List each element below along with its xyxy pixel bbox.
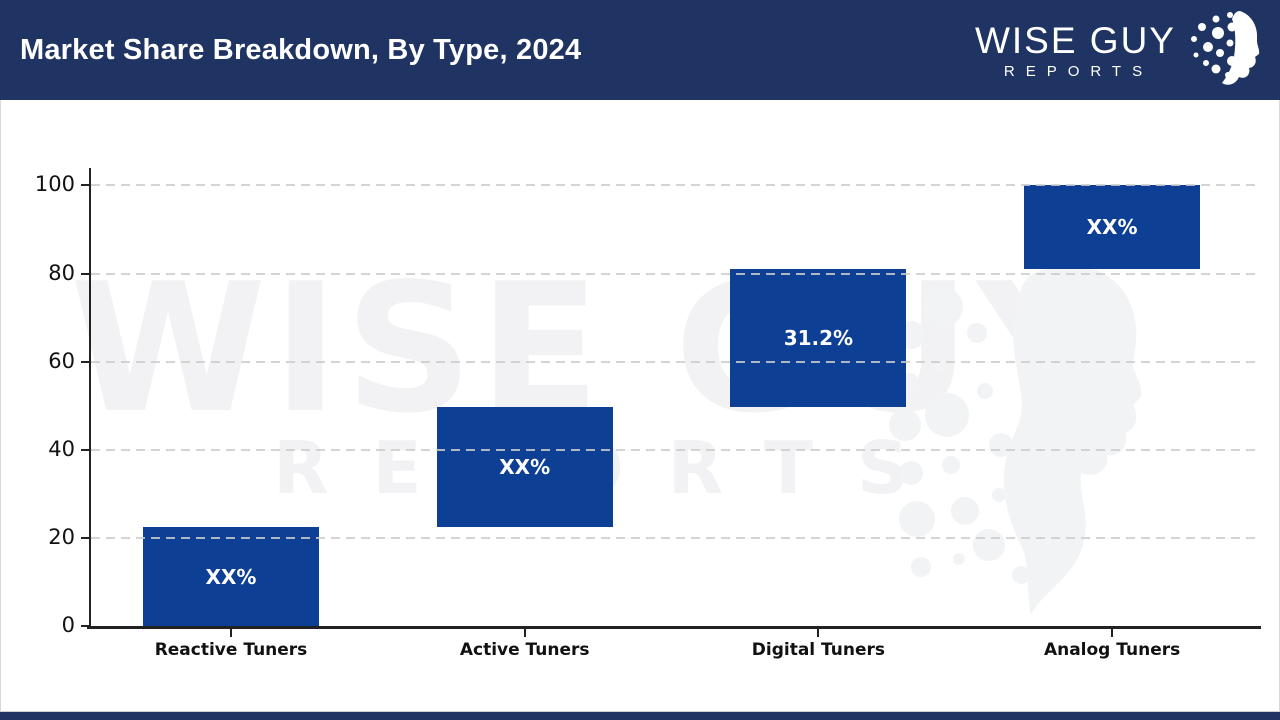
- y-tick-label: 40: [48, 436, 75, 461]
- gridline: [91, 448, 1259, 451]
- bar-value-label: XX%: [499, 454, 551, 479]
- gridline: [91, 536, 1259, 539]
- bar-value-label: XX%: [1086, 215, 1138, 240]
- gridline: [91, 272, 1259, 275]
- x-category-label: Reactive Tuners: [154, 640, 308, 660]
- logo: WISE GUY REPORTS: [975, 5, 1262, 95]
- bar: XX%: [436, 406, 613, 528]
- plot-area: 0 20 40 60 80 100 XX% Reactive Tuners XX% Active …: [1, 100, 1279, 711]
- gridline: [91, 360, 1259, 363]
- footer-bar: [0, 712, 1280, 720]
- bar-value-label: 31.2%: [783, 325, 854, 350]
- logo-wordmark: WISE GUY: [974, 19, 1176, 61]
- logo-head-dots-icon: [1182, 5, 1262, 95]
- y-tick-label: 0: [61, 613, 75, 637]
- logo-text: WISE GUY REPORTS: [975, 22, 1176, 79]
- x-tick-mark: [230, 629, 232, 637]
- gridline: [91, 184, 1259, 187]
- x-category-label: Analog Tuners: [1043, 640, 1181, 660]
- y-tick-label: 60: [48, 348, 75, 373]
- y-tick-label: 20: [48, 524, 75, 549]
- bar: XX%: [143, 527, 319, 626]
- bar: XX%: [1024, 185, 1201, 270]
- y-tick-label: 100: [34, 172, 75, 197]
- x-tick-mark: [523, 629, 526, 637]
- y-tick-mark: [81, 448, 89, 451]
- bar-value-label: XX%: [205, 564, 257, 589]
- header: Market Share Breakdown, By Type, 2024 WI…: [0, 0, 1280, 100]
- y-tick-mark: [81, 184, 89, 187]
- y-tick-mark: [81, 360, 89, 363]
- y-tick-label: 80: [48, 260, 75, 285]
- x-category-label: Active Tuners: [459, 640, 590, 660]
- x-category-label: Digital Tuners: [751, 640, 886, 660]
- y-tick-mark: [81, 625, 89, 627]
- bar: 31.2%: [730, 269, 907, 407]
- logo-subtitle: REPORTS: [1003, 62, 1154, 80]
- x-tick-mark: [817, 629, 820, 637]
- y-tick-mark: [81, 536, 89, 539]
- y-axis-line: [89, 168, 91, 628]
- chart-region: WISE GUY REPORTS 0 20 40 60 80 100 XX% Reactive…: [0, 100, 1280, 712]
- x-tick-mark: [1111, 629, 1114, 637]
- x-axis-line: [87, 626, 1261, 629]
- page-title: Market Share Breakdown, By Type, 2024: [20, 33, 582, 66]
- watermark-head-dots-icon: [881, 215, 1191, 659]
- y-tick-mark: [81, 272, 89, 275]
